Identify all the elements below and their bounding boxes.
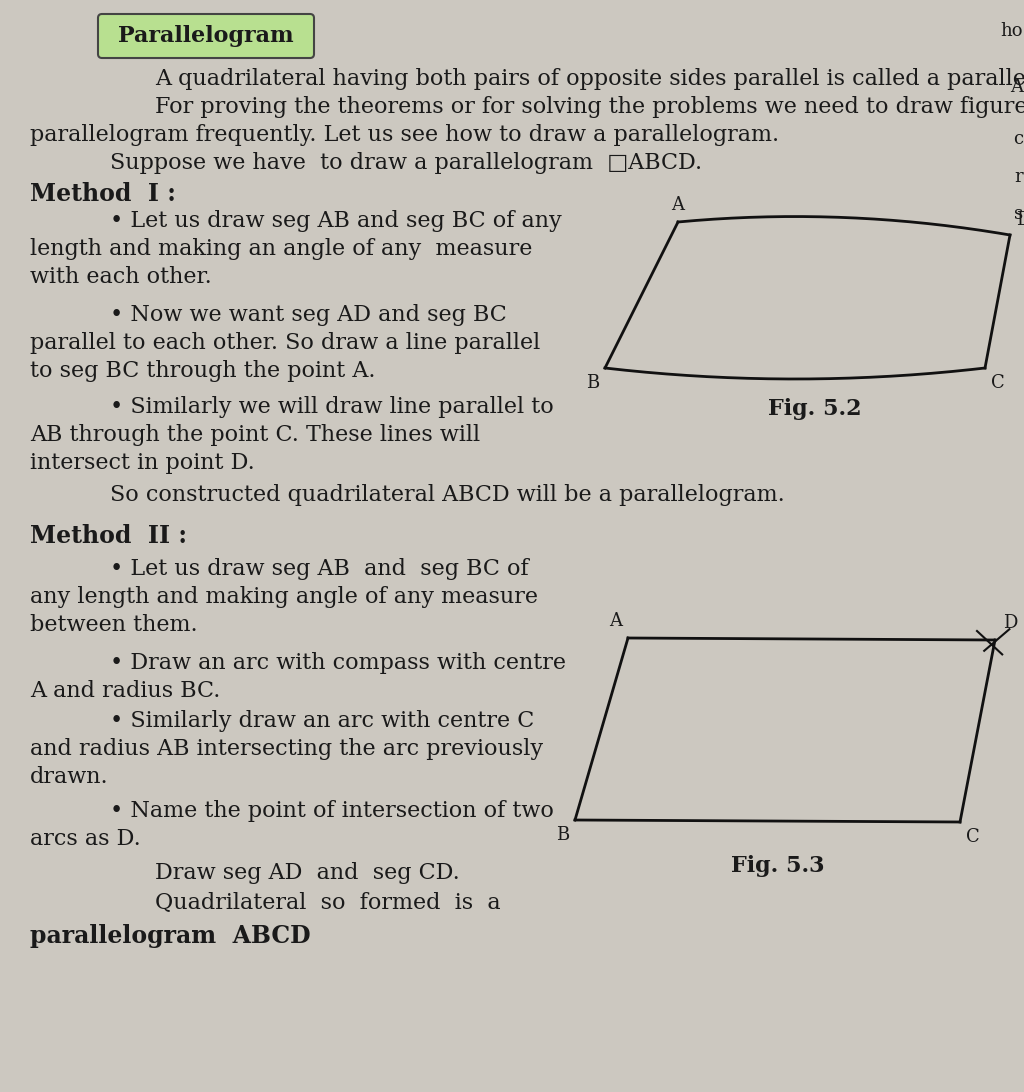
Text: c: c bbox=[1013, 130, 1023, 149]
Text: with each other.: with each other. bbox=[30, 266, 212, 288]
Text: parallel to each other. So draw a line parallel: parallel to each other. So draw a line p… bbox=[30, 332, 541, 354]
Text: B: B bbox=[556, 826, 569, 844]
Text: • Let us draw seg AB  and  seg BC of: • Let us draw seg AB and seg BC of bbox=[110, 558, 528, 580]
Text: • Let us draw seg AB and seg BC of any: • Let us draw seg AB and seg BC of any bbox=[110, 210, 562, 232]
Text: to seg BC through the point A.: to seg BC through the point A. bbox=[30, 360, 376, 382]
Text: intersect in point D.: intersect in point D. bbox=[30, 452, 255, 474]
Text: B: B bbox=[586, 373, 599, 392]
Text: C: C bbox=[991, 373, 1005, 392]
Text: Fig. 5.2: Fig. 5.2 bbox=[768, 397, 862, 420]
Text: • Similarly draw an arc with centre C: • Similarly draw an arc with centre C bbox=[110, 710, 535, 732]
Text: A: A bbox=[1010, 78, 1023, 96]
Text: A and radius BC.: A and radius BC. bbox=[30, 680, 220, 702]
Text: Method  II :: Method II : bbox=[30, 524, 187, 548]
Text: AB through the point C. These lines will: AB through the point C. These lines will bbox=[30, 424, 480, 446]
Text: Quadrilateral  so  formed  is  a: Quadrilateral so formed is a bbox=[155, 892, 501, 914]
Text: • Name the point of intersection of two: • Name the point of intersection of two bbox=[110, 800, 554, 822]
Text: between them.: between them. bbox=[30, 614, 198, 636]
Text: and radius AB intersecting the arc previously: and radius AB intersecting the arc previ… bbox=[30, 738, 543, 760]
Text: • Draw an arc with compass with centre: • Draw an arc with compass with centre bbox=[110, 652, 566, 674]
Text: A quadrilateral having both pairs of opposite sides parallel is called a paralle: A quadrilateral having both pairs of opp… bbox=[155, 68, 1024, 90]
Text: D: D bbox=[1016, 211, 1024, 229]
Text: s: s bbox=[1014, 205, 1023, 223]
Text: Parallelogram: Parallelogram bbox=[118, 25, 294, 47]
Text: Draw seg AD  and  seg CD.: Draw seg AD and seg CD. bbox=[155, 862, 460, 885]
Text: So constructed quadrilateral ABCD will be a parallelogram.: So constructed quadrilateral ABCD will b… bbox=[110, 484, 784, 506]
Text: arcs as D.: arcs as D. bbox=[30, 828, 140, 850]
Text: For proving the theorems or for solving the problems we need to draw figure of: For proving the theorems or for solving … bbox=[155, 96, 1024, 118]
Text: parallelogram  ABCD: parallelogram ABCD bbox=[30, 924, 310, 948]
Text: A: A bbox=[609, 612, 622, 630]
Text: parallelogram frequently. Let us see how to draw a parallelogram.: parallelogram frequently. Let us see how… bbox=[30, 124, 779, 146]
FancyBboxPatch shape bbox=[98, 14, 314, 58]
Text: any length and making angle of any measure: any length and making angle of any measu… bbox=[30, 586, 538, 608]
Text: • Similarly we will draw line parallel to: • Similarly we will draw line parallel t… bbox=[110, 396, 554, 418]
Text: • Now we want seg AD and seg BC: • Now we want seg AD and seg BC bbox=[110, 304, 507, 327]
Text: ho: ho bbox=[1000, 22, 1023, 40]
Text: Method  I :: Method I : bbox=[30, 182, 176, 206]
Text: D: D bbox=[1002, 614, 1018, 632]
Text: A: A bbox=[672, 195, 684, 214]
Text: length and making an angle of any  measure: length and making an angle of any measur… bbox=[30, 238, 532, 260]
Text: Fig. 5.3: Fig. 5.3 bbox=[731, 855, 824, 877]
Text: drawn.: drawn. bbox=[30, 765, 109, 788]
Text: Suppose we have  to draw a parallelogram  □ABCD.: Suppose we have to draw a parallelogram … bbox=[110, 152, 702, 174]
Text: r: r bbox=[1015, 168, 1023, 186]
Text: C: C bbox=[966, 828, 980, 846]
